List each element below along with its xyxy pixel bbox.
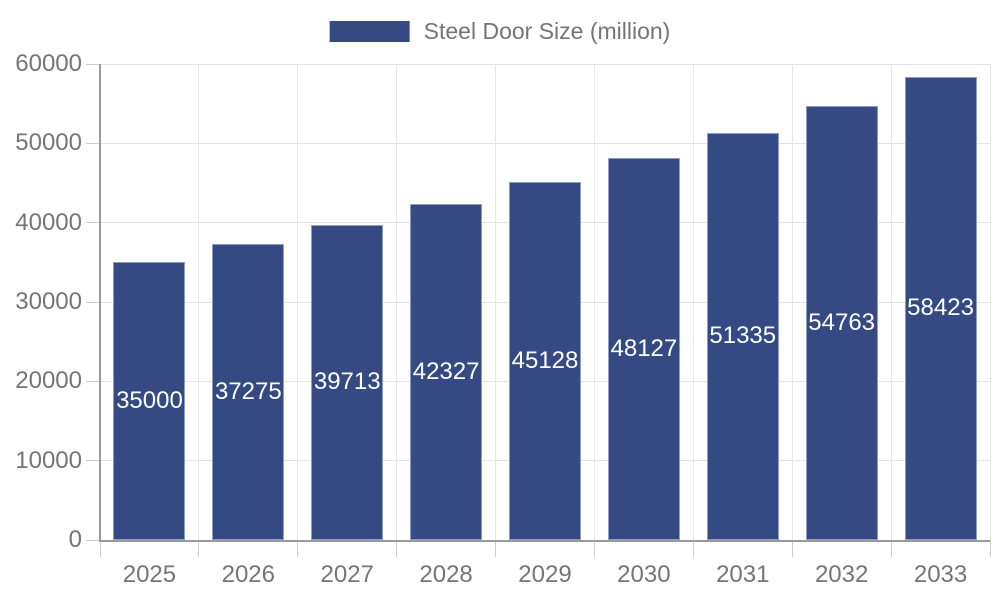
y-axis-tick (86, 63, 100, 65)
y-axis-label: 20000 (15, 367, 82, 395)
x-gridline (791, 64, 793, 540)
x-axis-label: 2027 (320, 561, 374, 588)
bar (706, 132, 779, 540)
x-gridline (396, 64, 398, 540)
x-axis-tick (692, 540, 694, 557)
x-gridline (692, 64, 694, 540)
x-axis-label: 2029 (518, 561, 572, 588)
y-axis-label: 10000 (15, 446, 82, 474)
x-gridline (593, 64, 595, 540)
bar (607, 158, 680, 540)
y-axis-tick (86, 539, 100, 541)
x-axis-tick (297, 540, 299, 557)
bar (311, 224, 384, 540)
y-axis-label: 0 (68, 526, 82, 553)
bar (904, 76, 977, 540)
y-axis-tick (86, 222, 100, 224)
x-axis-tick (495, 540, 497, 557)
bar-value-label: 58423 (907, 294, 974, 322)
y-axis-label: 50000 (15, 129, 82, 157)
x-gridline (297, 64, 299, 540)
x-axis-tick (791, 540, 793, 557)
bar (410, 204, 483, 540)
x-gridline (198, 64, 200, 540)
x-axis-tick (198, 540, 200, 557)
x-axis-tick (989, 540, 991, 557)
y-axis-tick (86, 142, 100, 144)
x-gridline (989, 64, 991, 540)
y-axis-label: 30000 (15, 288, 82, 315)
legend-item[interactable]: Steel Door Size (million) (329, 18, 671, 45)
x-axis-tick (99, 540, 101, 557)
bar-value-label: 35000 (116, 387, 183, 415)
bar (212, 244, 285, 540)
bar-value-label: 48127 (610, 335, 678, 363)
y-gridline (100, 142, 990, 144)
bar-value-label: 54763 (808, 308, 876, 336)
bar-value-label: 51335 (709, 322, 777, 350)
y-axis-tick (86, 301, 100, 303)
x-axis-label: 2030 (617, 561, 671, 588)
bar-value-label: 45128 (511, 346, 579, 374)
y-axis-line (99, 64, 101, 541)
x-axis-tick (396, 540, 398, 557)
bar-value-label: 39713 (313, 368, 381, 396)
x-axis-label: 2026 (221, 561, 275, 588)
y-axis-label: 40000 (15, 208, 82, 236)
x-axis-tick (890, 540, 892, 557)
bar-value-label: 37275 (214, 378, 282, 406)
y-axis-tick (86, 460, 100, 462)
bar (113, 262, 186, 540)
x-gridline (495, 64, 497, 540)
bar-value-label: 42327 (412, 358, 480, 386)
x-axis-label: 2028 (419, 561, 473, 588)
x-gridline (890, 64, 892, 540)
x-axis-tick (593, 540, 595, 557)
legend-swatch (329, 21, 410, 42)
y-axis-label: 60000 (15, 50, 82, 77)
x-axis-label: 2031 (716, 561, 770, 588)
bar (805, 105, 878, 540)
x-axis-label: 2025 (122, 561, 177, 588)
legend-label: Steel Door Size (million) (423, 18, 671, 44)
x-axis-label: 2033 (913, 561, 968, 588)
x-axis-line (99, 540, 990, 542)
y-axis-tick (86, 380, 100, 382)
y-gridline (100, 63, 990, 65)
bar (509, 181, 581, 540)
x-axis-label: 2032 (814, 561, 869, 588)
